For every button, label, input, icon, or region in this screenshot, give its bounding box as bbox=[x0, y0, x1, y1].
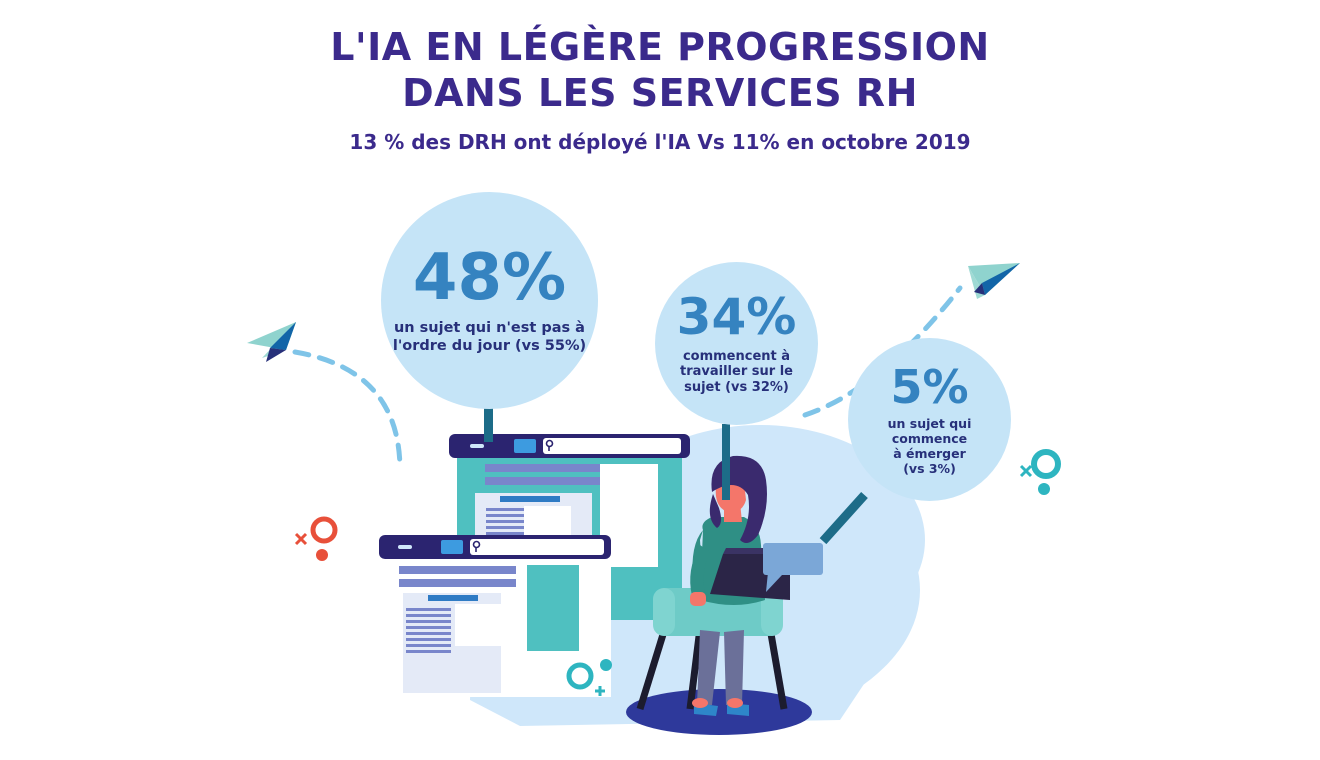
magnifier-icon-front bbox=[472, 540, 481, 552]
chair-leg bbox=[636, 626, 669, 711]
teal-circle-outline-left bbox=[566, 662, 594, 690]
red-dot bbox=[316, 549, 328, 561]
floor-shadow bbox=[626, 689, 812, 735]
stat-desc-line: un sujet qui n'est pas à bbox=[393, 320, 585, 337]
bubble-stem-5 bbox=[819, 491, 868, 545]
page-title-line-1: L'IA EN LÉGÈRE PROGRESSION bbox=[330, 25, 990, 69]
chair-leg bbox=[766, 627, 788, 710]
background-blob-extension bbox=[470, 600, 880, 726]
shoe bbox=[694, 703, 718, 716]
teal-cross-right-icon bbox=[1019, 464, 1033, 478]
stat-desc-line: commence bbox=[891, 430, 968, 446]
stat-description-5: un sujet qui commence à émerger (vs 3%) bbox=[888, 416, 972, 476]
text-lines-back bbox=[486, 508, 540, 553]
stat-desc-line: un sujet qui bbox=[887, 415, 972, 431]
stat-desc-line: à émerger bbox=[893, 445, 966, 461]
stat-bubble-5[interactable]: 5% un sujet qui commence à émerger (vs 3… bbox=[848, 338, 1011, 501]
tab-chip bbox=[514, 439, 536, 453]
red-cross-icon bbox=[294, 532, 308, 546]
paper-plane-right-icon bbox=[968, 263, 1020, 299]
stat-bubble-48[interactable]: 48% un sujet qui n'est pas à l'ordre du … bbox=[381, 192, 598, 409]
stat-value-5: 5% bbox=[890, 359, 969, 414]
stat-desc-line: sujet (vs 32%) bbox=[684, 379, 789, 395]
bubble-stem-48 bbox=[484, 408, 493, 442]
laptop bbox=[710, 554, 790, 600]
stat-desc-line: commencent à bbox=[682, 348, 791, 364]
page-title-line-2: DANS LES SERVICES RH bbox=[402, 71, 918, 115]
magnifier-icon-back bbox=[545, 439, 554, 451]
stat-value-34: 34% bbox=[676, 287, 797, 346]
bubble-stem-34 bbox=[722, 424, 730, 500]
chair-leg bbox=[686, 627, 704, 710]
stat-desc-line: travailler sur le bbox=[680, 364, 793, 380]
dashed-arc-left bbox=[292, 349, 403, 473]
search-field-back bbox=[543, 438, 681, 454]
menu-dash-icon-front bbox=[398, 545, 412, 549]
browser-window-back[interactable] bbox=[449, 434, 690, 620]
stat-value-48: 48% bbox=[412, 241, 567, 316]
page-subtitle: 13 % des DRH ont déployé l'IA Vs 11% en … bbox=[349, 130, 971, 154]
teal-dot-right bbox=[1038, 483, 1050, 495]
person-hand bbox=[690, 592, 706, 606]
speech-bubble-icon bbox=[763, 543, 823, 592]
teal-cross-left-icon bbox=[595, 686, 605, 696]
text-lines-front bbox=[406, 608, 451, 653]
browser-window-front[interactable] bbox=[379, 535, 611, 697]
teal-dot-left bbox=[600, 659, 612, 671]
chair-seat bbox=[653, 588, 783, 636]
person-leg bbox=[724, 630, 744, 705]
search-field-front bbox=[470, 539, 604, 555]
person-neck bbox=[724, 502, 742, 522]
red-circle-outline bbox=[310, 516, 338, 544]
teal-circle-outline-right bbox=[1031, 449, 1061, 479]
stat-desc-line: (vs 3%) bbox=[903, 460, 956, 476]
menu-dash-icon bbox=[470, 444, 484, 448]
tab-chip-front bbox=[441, 540, 463, 554]
stat-desc-line: l'ordre du jour (vs 55%) bbox=[392, 337, 587, 354]
person-torso bbox=[700, 517, 765, 605]
paper-plane-left-icon bbox=[247, 322, 296, 362]
shoe bbox=[727, 703, 749, 716]
person-leg bbox=[697, 630, 720, 705]
stat-description-48: un sujet qui n'est pas à l'ordre du jour… bbox=[393, 320, 586, 355]
stat-bubble-34[interactable]: 34% commencent à travailler sur le sujet… bbox=[655, 262, 818, 425]
stat-description-34: commencent à travailler sur le sujet (vs… bbox=[680, 349, 793, 396]
person-hair bbox=[711, 455, 767, 544]
person-face bbox=[715, 482, 746, 513]
person-arm bbox=[690, 545, 710, 600]
header: L'IA EN LÉGÈRE PROGRESSION DANS LES SERV… bbox=[0, 24, 1320, 155]
background-blob bbox=[490, 450, 920, 730]
